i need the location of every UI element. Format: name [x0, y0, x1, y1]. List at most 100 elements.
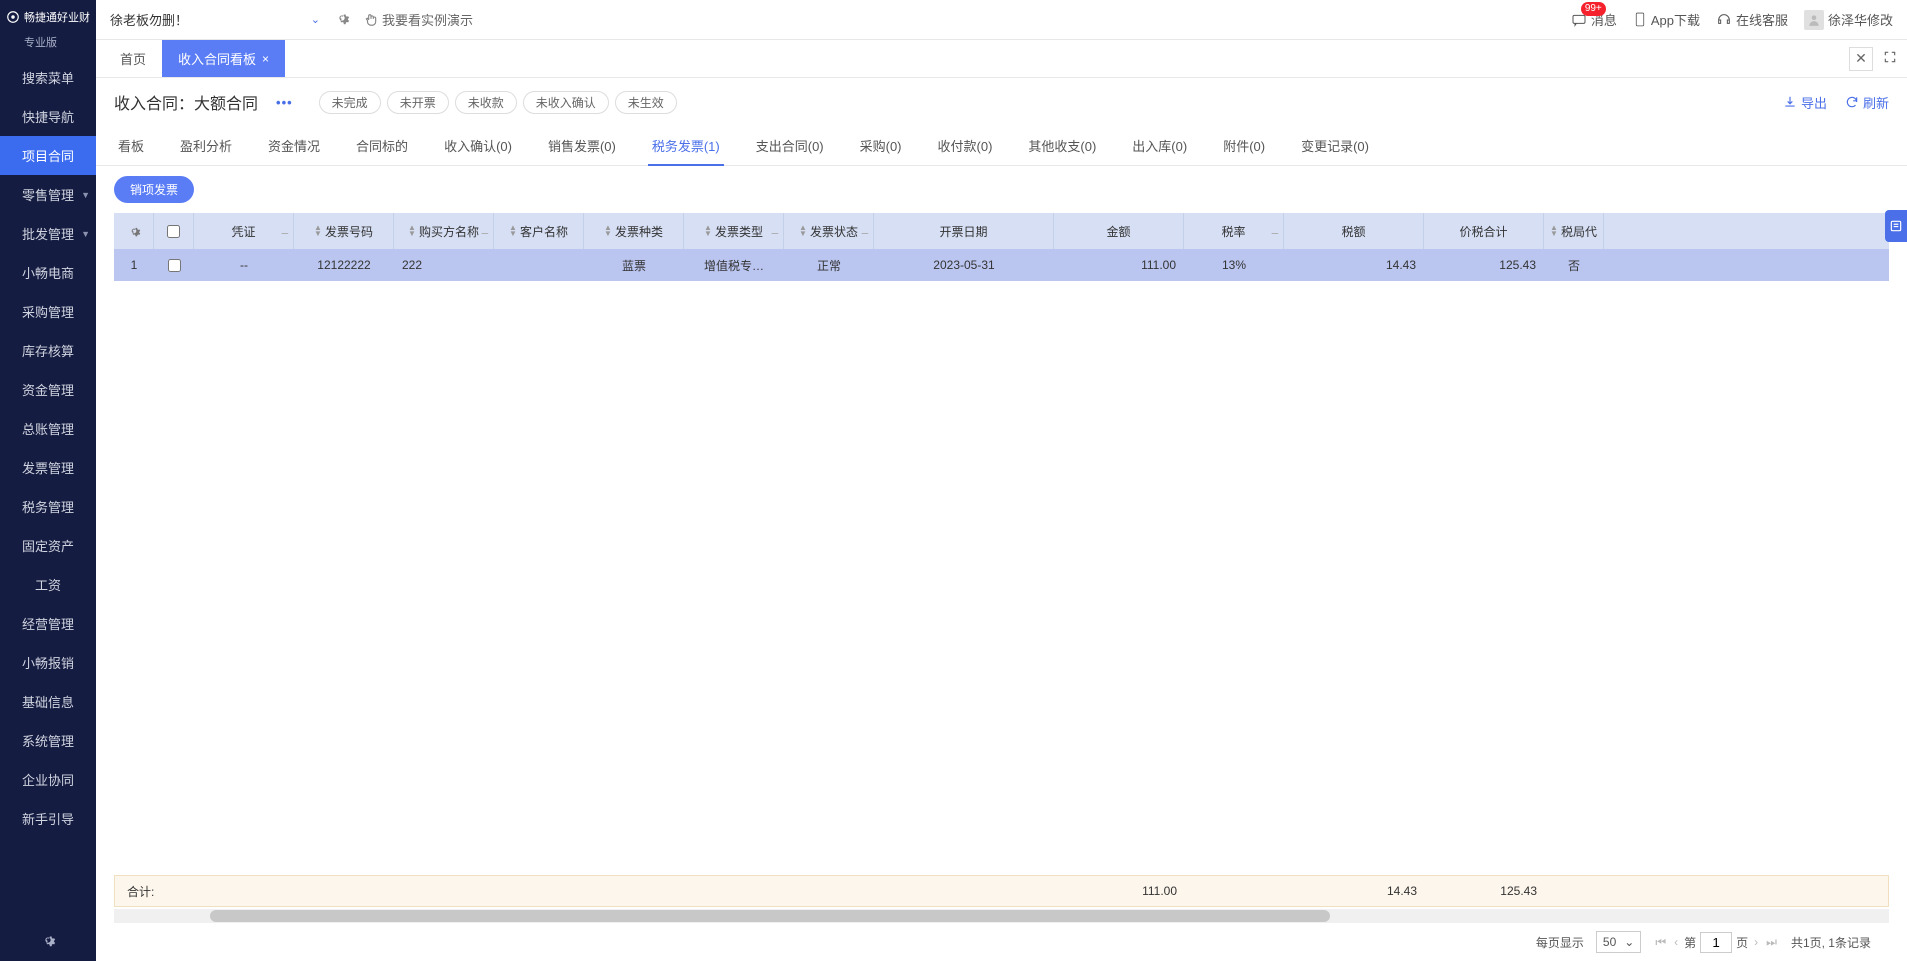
page-title-row: 收入合同：大额合同 ••• 未完成未开票未收款未收入确认未生效 导出 刷新 — [96, 78, 1907, 126]
sort-icon[interactable]: ▲▼ — [509, 225, 517, 237]
floating-side-tab[interactable] — [1885, 210, 1907, 242]
sidebar-item[interactable]: 企业协同 — [0, 760, 96, 799]
sort-icon[interactable]: ▲▼ — [408, 225, 416, 237]
col-amount[interactable]: 金额 — [1054, 213, 1184, 249]
hand-icon — [364, 13, 378, 27]
sidebar-item[interactable]: 库存核算 — [0, 331, 96, 370]
sub-tab[interactable]: 支出合同(0) — [752, 126, 828, 165]
table-header: 凭证⚊ ▲▼发票号码 ▲▼购买方名称⚊ ▲▼客户名称 ▲▼发票种类 ▲▼发票类型… — [114, 213, 1889, 249]
next-page-button[interactable]: › — [1752, 935, 1760, 949]
col-status[interactable]: ▲▼发票状态⚊ — [784, 213, 874, 249]
sub-tab[interactable]: 看板 — [114, 126, 148, 165]
table-settings-icon[interactable] — [114, 213, 154, 249]
sidebar-item[interactable]: 固定资产 — [0, 526, 96, 565]
sidebar-item[interactable]: 系统管理 — [0, 721, 96, 760]
more-icon[interactable]: ••• — [276, 95, 293, 110]
sub-tab[interactable]: 其他收支(0) — [1024, 126, 1100, 165]
sidebar-item[interactable]: 零售管理▼ — [0, 175, 96, 214]
status-pill[interactable]: 未收入确认 — [523, 91, 609, 114]
col-tax[interactable]: 税额 — [1284, 213, 1424, 249]
sidebar-item[interactable]: 税务管理 — [0, 487, 96, 526]
row-checkbox[interactable] — [168, 259, 181, 272]
horizontal-scrollbar[interactable] — [114, 909, 1889, 923]
filter-icon[interactable]: ⚊ — [481, 226, 489, 237]
sub-tab[interactable]: 附件(0) — [1219, 126, 1269, 165]
sub-tab[interactable]: 销售发票(0) — [544, 126, 620, 165]
col-invoice-no[interactable]: ▲▼发票号码 — [294, 213, 394, 249]
user-menu[interactable]: 徐泽华修改 — [1804, 10, 1893, 30]
page-number-input[interactable] — [1700, 932, 1732, 953]
page-tab[interactable]: 收入合同看板× — [162, 40, 285, 77]
sub-tab[interactable]: 收付款(0) — [934, 126, 997, 165]
status-pill[interactable]: 未生效 — [615, 91, 677, 114]
refresh-button[interactable]: 刷新 — [1845, 93, 1889, 112]
sub-tab[interactable]: 变更记录(0) — [1297, 126, 1373, 165]
sidebar-item[interactable]: 资金管理 — [0, 370, 96, 409]
col-rate[interactable]: 税率⚊ — [1184, 213, 1284, 249]
sort-icon[interactable]: ▲▼ — [704, 225, 712, 237]
col-date[interactable]: 开票日期 — [874, 213, 1054, 249]
col-bureau[interactable]: ▲▼税局代 — [1544, 213, 1604, 249]
filter-icon[interactable]: ⚊ — [281, 226, 289, 237]
table-row[interactable]: 1 -- 12122222 222 蓝票 增值税专… 正常 2023-05-31… — [114, 249, 1889, 281]
sidebar-item[interactable]: 批发管理▼ — [0, 214, 96, 253]
col-total[interactable]: 价税合计 — [1424, 213, 1544, 249]
sidebar-item[interactable]: 总账管理 — [0, 409, 96, 448]
sort-icon[interactable]: ▲▼ — [314, 225, 322, 237]
select-all-checkbox[interactable] — [167, 225, 180, 238]
col-voucher[interactable]: 凭证⚊ — [194, 213, 294, 249]
sub-tab[interactable]: 资金情况 — [264, 126, 324, 165]
close-all-tabs-button[interactable]: ✕ — [1849, 47, 1873, 71]
export-button[interactable]: 导出 — [1783, 93, 1827, 112]
header-settings-icon[interactable] — [334, 10, 350, 29]
demo-link[interactable]: 我要看实例演示 — [364, 10, 473, 29]
sidebar-item[interactable]: 新手引导 — [0, 799, 96, 838]
chevron-down-icon: ⌄ — [1624, 935, 1634, 949]
prev-page-button[interactable]: ‹ — [1672, 935, 1680, 949]
status-pill[interactable]: 未开票 — [387, 91, 449, 114]
per-page-select[interactable]: 50 ⌄ — [1596, 931, 1641, 953]
sidebar-item[interactable]: 采购管理 — [0, 292, 96, 331]
sidebar-item[interactable]: 发票管理 — [0, 448, 96, 487]
sort-icon[interactable]: ▲▼ — [604, 225, 612, 237]
sub-tab[interactable]: 盈利分析 — [176, 126, 236, 165]
brand-logo-icon — [6, 8, 20, 26]
top-header: 徐老板勿删！ ⌄ 我要看实例演示 99+ 消息 App下载 — [96, 0, 1907, 40]
sidebar-item[interactable]: 项目合同 — [0, 136, 96, 175]
sort-icon[interactable]: ▲▼ — [1550, 225, 1558, 237]
sidebar-item[interactable]: 快捷导航 — [0, 97, 96, 136]
filter-icon[interactable]: ⚊ — [771, 226, 779, 237]
filter-icon[interactable]: ⚊ — [861, 226, 869, 237]
sub-tab[interactable]: 采购(0) — [856, 126, 906, 165]
col-kind[interactable]: ▲▼发票种类 — [584, 213, 684, 249]
page-tab[interactable]: 首页 — [104, 40, 162, 77]
sub-tab[interactable]: 收入确认(0) — [440, 126, 516, 165]
sidebar-settings-icon[interactable] — [0, 922, 96, 961]
messages-button[interactable]: 99+ 消息 — [1571, 10, 1617, 29]
sidebar-item[interactable]: 基础信息 — [0, 682, 96, 721]
sales-invoice-filter-button[interactable]: 销项发票 — [114, 176, 194, 203]
customer-service-button[interactable]: 在线客服 — [1716, 10, 1788, 29]
chevron-down-icon: ▼ — [81, 229, 90, 239]
account-selector[interactable]: 徐老板勿删！ ⌄ — [110, 10, 320, 29]
col-customer[interactable]: ▲▼客户名称 — [494, 213, 584, 249]
sidebar-item[interactable]: 经营管理 — [0, 604, 96, 643]
sub-tab[interactable]: 税务发票(1) — [648, 126, 724, 165]
sidebar-item[interactable]: 搜索菜单 — [0, 58, 96, 97]
sidebar-item[interactable]: 小畅电商 — [0, 253, 96, 292]
status-pill[interactable]: 未完成 — [319, 91, 381, 114]
sub-tab[interactable]: 出入库(0) — [1128, 126, 1191, 165]
col-type[interactable]: ▲▼发票类型⚊ — [684, 213, 784, 249]
last-page-button[interactable]: ⏭ — [1764, 935, 1779, 950]
col-buyer[interactable]: ▲▼购买方名称⚊ — [394, 213, 494, 249]
status-pill[interactable]: 未收款 — [455, 91, 517, 114]
sub-tab[interactable]: 合同标的 — [352, 126, 412, 165]
first-page-button[interactable]: ⏮ — [1653, 935, 1668, 950]
sidebar-item[interactable]: 小畅报销 — [0, 643, 96, 682]
app-download-button[interactable]: App下载 — [1633, 10, 1700, 29]
close-tab-icon[interactable]: × — [262, 52, 269, 66]
sidebar-item[interactable]: 工资 — [0, 565, 96, 604]
filter-icon[interactable]: ⚊ — [1271, 226, 1279, 237]
fullscreen-icon[interactable] — [1883, 50, 1897, 67]
sort-icon[interactable]: ▲▼ — [799, 225, 807, 237]
